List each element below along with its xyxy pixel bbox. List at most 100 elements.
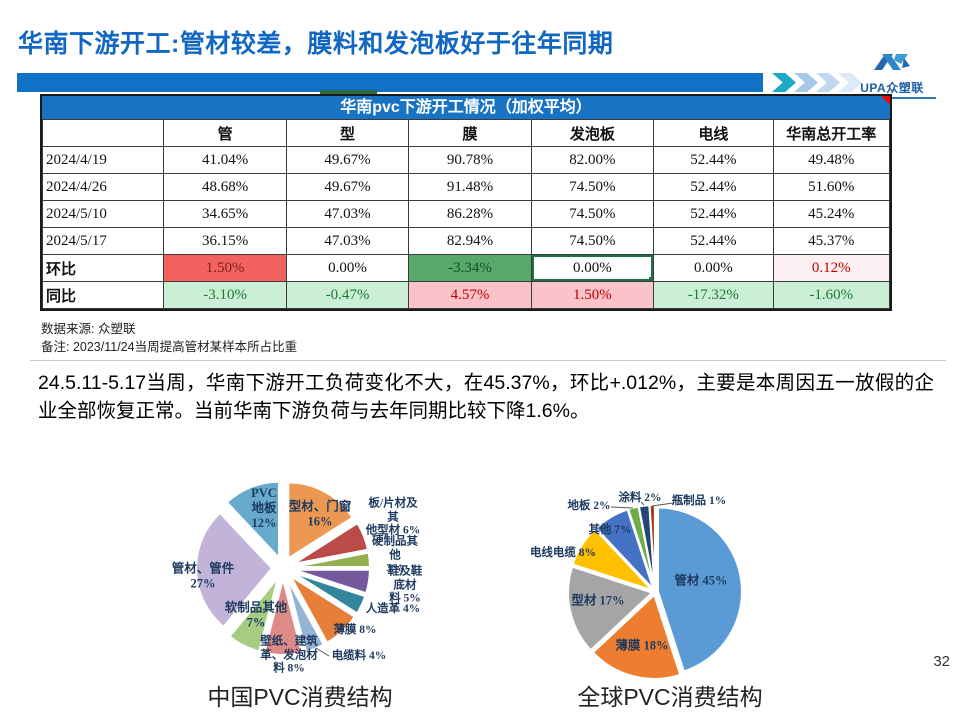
table-cell: 0.00% <box>653 254 774 282</box>
logo-mark-icon <box>874 54 910 70</box>
leader-line <box>315 647 330 657</box>
table-row: 环比 1.50% 0.00% -3.34% 0.00% 0.00% 0.12% <box>41 254 891 282</box>
table-cell: 41.04% <box>163 146 287 174</box>
leader-line <box>651 502 674 507</box>
spreadsheet-artifact <box>320 90 377 95</box>
table-cell: 36.15% <box>163 227 287 255</box>
logo-text: UPA众塑联 <box>848 79 936 99</box>
china-pvc-consumption-pie: 中国PVC消费结构 型材、门窗 16% 板/片材及其 他型材 6% 硬制品其他 3%… <box>150 468 450 712</box>
table-cell: 49.48% <box>772 146 891 174</box>
table-cell: -17.32% <box>653 281 774 309</box>
pie-label: 管材 45% <box>674 573 728 588</box>
pie-label: 人造革 4% <box>365 603 421 616</box>
table-cell: 4.57% <box>408 281 532 309</box>
global-pvc-consumption-pie: 全球PVC消费结构 管材 45% 薄膜 18% 型材 17% 电线电缆 8% 其他 7%… <box>505 468 835 712</box>
table-cell: 49.67% <box>285 146 410 174</box>
table-title: 华南pvc下游开工情况（加权平均） <box>42 96 890 119</box>
leader-line <box>640 501 645 506</box>
pie-label: 薄膜 8% <box>333 624 377 637</box>
pie-slice <box>225 480 280 561</box>
table-cell: 45.37% <box>772 227 891 255</box>
pie-label: 地板 2% <box>567 500 611 513</box>
page-number: 32 <box>933 653 950 670</box>
table-cell: 47.03% <box>285 227 410 255</box>
pie-slice <box>571 527 654 592</box>
pie-label: 管材、管件 27% <box>171 561 235 590</box>
leader-line <box>610 506 634 509</box>
pie-label: 薄膜 18% <box>615 638 669 653</box>
pie-slice <box>289 575 357 644</box>
pie-label: 壁纸、建筑 革、发泡材 料 8% <box>260 635 318 675</box>
table-row: 2024/4/19 41.04% 49.67% 90.78% 82.00% 52.44% 4… <box>41 146 891 174</box>
pie-slice <box>293 551 372 568</box>
pie-slice <box>657 506 743 673</box>
pie-label: 其他 7% <box>588 524 632 537</box>
remark-note: 备注: 2023/11/24当周提高管材某样本所占比重 <box>41 340 298 354</box>
column-header: 华南总开工率 <box>772 119 891 147</box>
pie-slice <box>292 571 367 615</box>
table-cell: 1.50% <box>530 281 655 309</box>
company-logo: UPA众塑联 <box>848 46 936 99</box>
table-cell: 52.44% <box>653 173 774 201</box>
column-header: 管 <box>163 119 287 147</box>
column-header: 型 <box>285 119 410 147</box>
pie-label: 电线电缆 8% <box>529 547 597 560</box>
pie-label: PVC 地板 12% <box>251 485 277 530</box>
pie-slice <box>262 578 304 656</box>
table-cell: -1.60% <box>772 281 891 309</box>
table-row: 2024/4/26 48.68% 49.67% 91.48% 74.50% 52.44% 5… <box>41 173 891 201</box>
column-header: 发泡板 <box>530 119 655 147</box>
chevron-icon <box>772 73 796 92</box>
table-row: 2024/5/17 36.15% 47.03% 82.94% 74.50% 52.44% 4… <box>41 227 891 255</box>
pie-label: 板/片材及其 他型材 6% <box>365 497 421 537</box>
column-header: 电线 <box>653 119 774 147</box>
row-label: 2024/5/17 <box>41 227 165 255</box>
pie-slice <box>648 503 656 590</box>
table-cell: 48.68% <box>163 173 287 201</box>
pie-slice <box>292 521 370 565</box>
red-corner-marker <box>881 96 890 105</box>
table-cell: 52.44% <box>653 146 774 174</box>
table-cell: 52.44% <box>653 227 774 255</box>
pie-slice <box>567 565 655 652</box>
pie-label: 瓶制品 1% <box>671 495 727 508</box>
table-cell: 0.00% <box>530 254 655 282</box>
table-cell: 34.65% <box>163 200 287 228</box>
table-cell: 74.50% <box>530 227 655 255</box>
column-header: 膜 <box>408 119 532 147</box>
pie-label: 鞋及鞋底材 料 5% <box>387 565 423 605</box>
table-cell: 51.60% <box>772 173 891 201</box>
table-cell: 49.67% <box>285 173 410 201</box>
table-cell: -3.34% <box>408 254 532 282</box>
row-label: 环比 <box>41 254 165 282</box>
table-cell: 74.50% <box>530 200 655 228</box>
pie-label: 软制品其他 7% <box>224 600 288 629</box>
pie-slice <box>591 593 682 680</box>
row-label: 2024/4/26 <box>41 173 165 201</box>
divider-line <box>30 360 946 361</box>
chevron-icon <box>838 73 862 92</box>
chevron-icon <box>794 73 818 92</box>
pie-label: 型材 17% <box>571 593 625 608</box>
row-label: 2024/4/19 <box>41 146 165 174</box>
data-table: 管型膜发泡板 电线 华南总开工率 2024/4/19 41.04% 49.67% 90.78… <box>41 119 891 309</box>
pie-label: 涂料 2% <box>618 492 662 505</box>
table-row: 同比 -3.10% -0.47% 4.57% 1.50% -17.32% -1.60% <box>41 281 891 309</box>
operating-rate-table: 华南pvc下游开工情况（加权平均） 管型膜发泡板 电线 华南总开工率 2024/4/1… <box>40 94 892 311</box>
table-cell: 45.24% <box>772 200 891 228</box>
row-label: 同比 <box>41 281 165 309</box>
pie-label: 型材、门窗 16% <box>288 499 352 528</box>
column-header <box>41 119 165 147</box>
chart-title: 中国PVC消费结构 <box>207 684 393 710</box>
table-cell: 52.44% <box>653 200 774 228</box>
table-cell: 82.94% <box>408 227 532 255</box>
table-cell: -3.10% <box>163 281 287 309</box>
table-cell: 0.00% <box>285 254 410 282</box>
title-underline-bar <box>17 73 763 92</box>
table-cell: -0.47% <box>285 281 410 309</box>
table-cell: 47.03% <box>285 200 410 228</box>
table-cell: 74.50% <box>530 173 655 201</box>
table-cell: 82.00% <box>530 146 655 174</box>
row-label: 2024/5/10 <box>41 200 165 228</box>
